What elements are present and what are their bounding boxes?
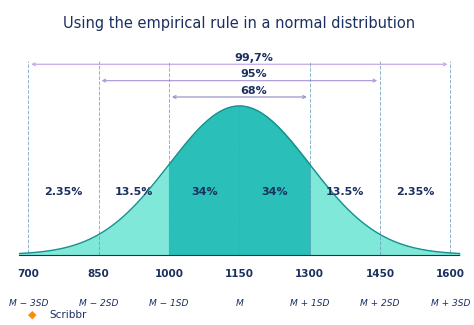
Text: Scribbr: Scribbr (50, 310, 87, 320)
Text: 99,7%: 99,7% (234, 53, 273, 63)
Text: 2.35%: 2.35% (396, 187, 434, 197)
Text: M − 3SD: M − 3SD (9, 300, 48, 308)
Text: 68%: 68% (240, 85, 267, 96)
Text: M + 1SD: M + 1SD (290, 300, 329, 308)
Text: ◆: ◆ (28, 310, 37, 320)
Text: 2.35%: 2.35% (45, 187, 82, 197)
Text: M − 2SD: M − 2SD (79, 300, 118, 308)
Text: 34%: 34% (261, 187, 288, 197)
Text: M: M (236, 300, 243, 308)
Title: Using the empirical rule in a normal distribution: Using the empirical rule in a normal dis… (64, 16, 415, 31)
Text: 95%: 95% (240, 69, 267, 79)
Text: M − 1SD: M − 1SD (149, 300, 189, 308)
Text: M + 2SD: M + 2SD (360, 300, 400, 308)
Text: M + 3SD: M + 3SD (431, 300, 470, 308)
Text: 34%: 34% (191, 187, 218, 197)
Text: 13.5%: 13.5% (326, 187, 364, 197)
Text: 13.5%: 13.5% (115, 187, 153, 197)
